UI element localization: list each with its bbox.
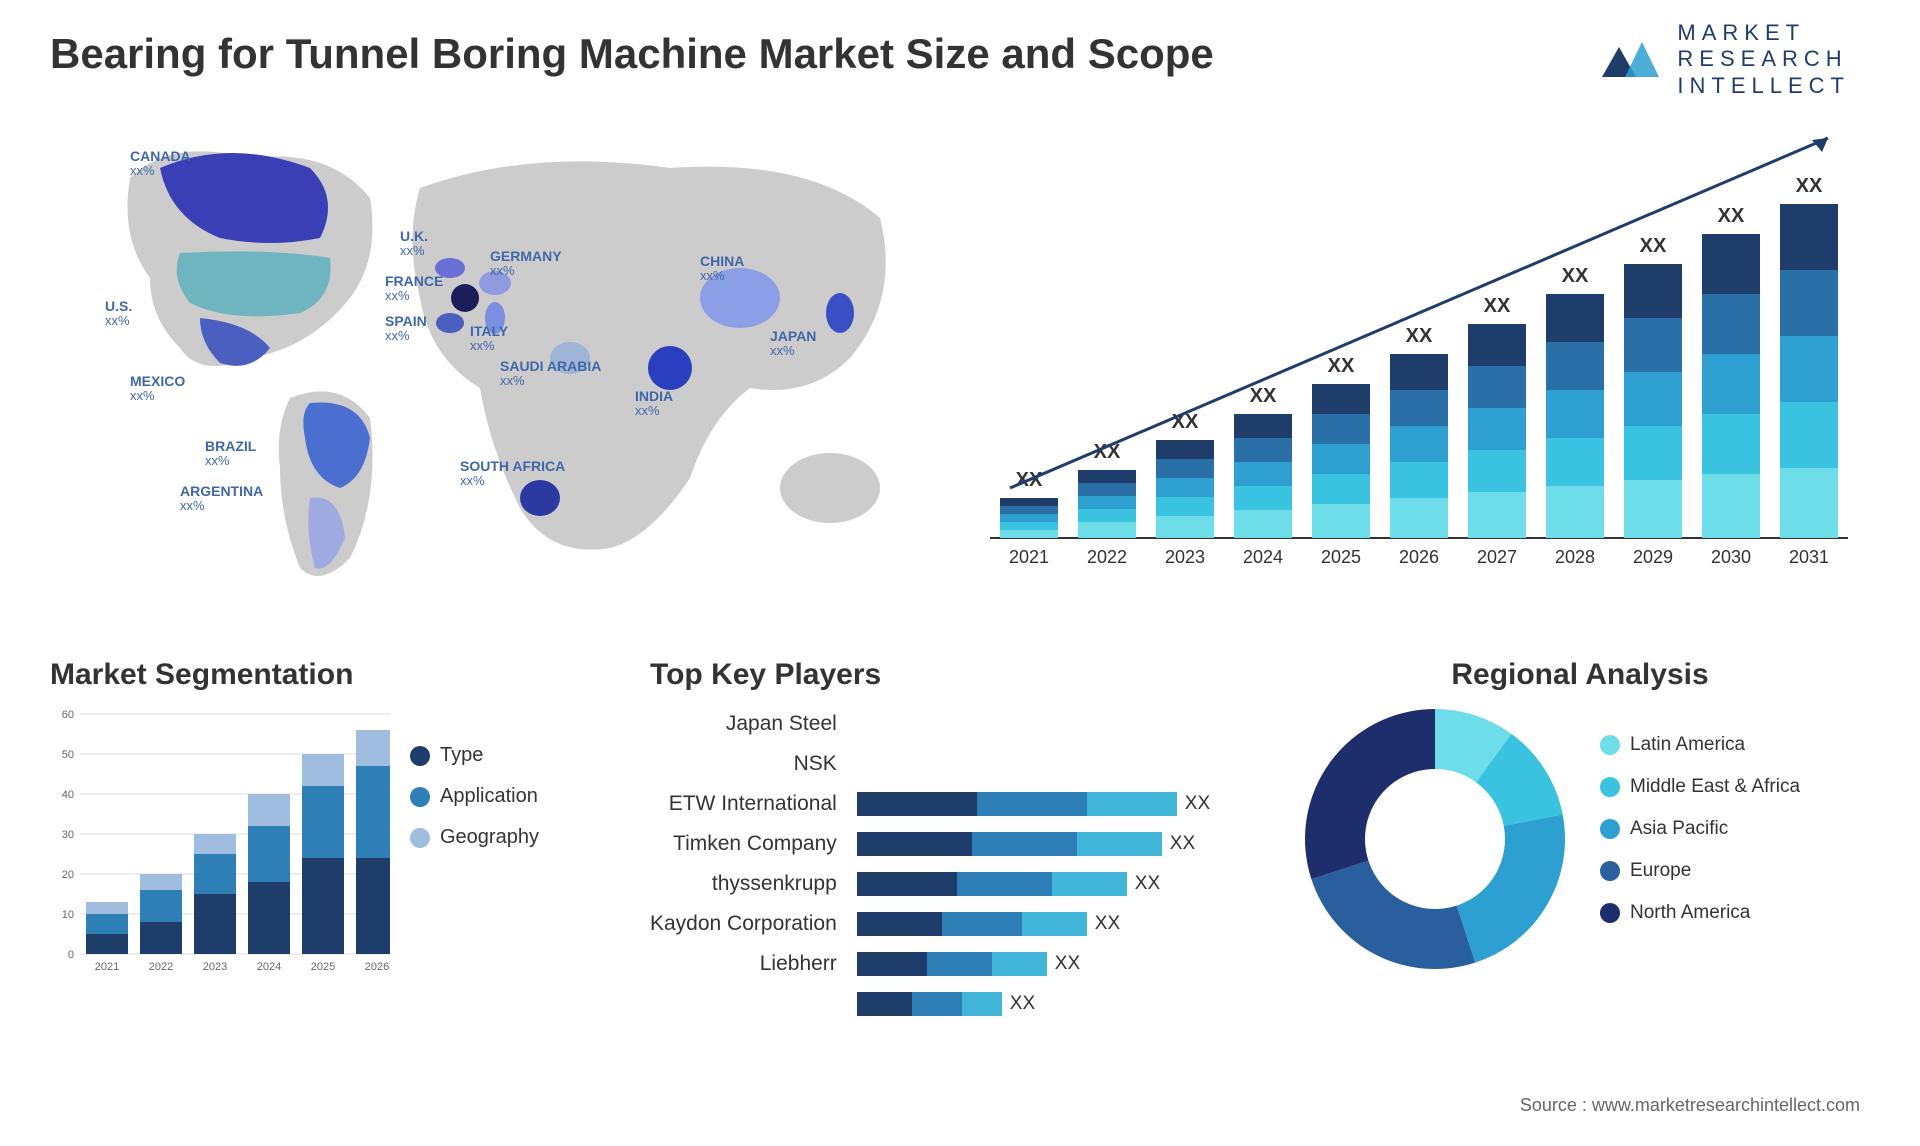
donut-svg: [1300, 704, 1570, 974]
svg-text:2027: 2027: [1477, 547, 1517, 567]
map-label: FRANCExx%: [385, 273, 443, 304]
legend-item: North America: [1600, 902, 1800, 924]
svg-text:30: 30: [62, 829, 74, 841]
svg-text:60: 60: [62, 709, 74, 721]
map-label: MEXICOxx%: [130, 373, 185, 404]
players-labels: Japan SteelNSKETW InternationalTimken Co…: [650, 704, 837, 1024]
logo-text: MARKET RESEARCH INTELLECT: [1677, 20, 1850, 99]
player-label: ETW International: [650, 784, 837, 824]
map-label: JAPANxx%: [770, 328, 816, 359]
player-row: [857, 744, 1260, 784]
map-label: SOUTH AFRICAxx%: [460, 458, 565, 489]
map-label: ITALYxx%: [470, 323, 508, 354]
legend-item: Middle East & Africa: [1600, 776, 1800, 798]
player-label: Kaydon Corporation: [650, 904, 837, 944]
players-body: Japan SteelNSKETW InternationalTimken Co…: [650, 704, 1260, 1024]
svg-text:2026: 2026: [1399, 547, 1439, 567]
svg-text:2028: 2028: [1555, 547, 1595, 567]
player-label: Timken Company: [650, 824, 837, 864]
logo-icon: [1597, 32, 1667, 87]
mainbar-svg: 2021 XX 2022 XX 2023 XX 2024 XX 2025 XX 2026 XX 2027…: [970, 98, 1850, 598]
svg-text:XX: XX: [1718, 205, 1745, 227]
svg-text:2023: 2023: [203, 961, 227, 973]
map-label: U.S.xx%: [105, 298, 132, 329]
svg-text:2029: 2029: [1633, 547, 1673, 567]
player-row: XX: [857, 904, 1260, 944]
main-bar-chart: 2021 XX 2022 XX 2023 XX 2024 XX 2025 XX 2026 XX 2027…: [970, 98, 1850, 598]
svg-text:XX: XX: [1406, 325, 1433, 347]
svg-text:2021: 2021: [95, 961, 119, 973]
player-row: XX: [857, 984, 1260, 1024]
top-row: CANADAxx% U.S.xx% MEXICOxx% BRAZILxx% ARGENT…: [50, 98, 1870, 598]
map-label: CANADAxx%: [130, 148, 191, 179]
map-label: BRAZILxx%: [205, 438, 256, 469]
player-row: XX: [857, 864, 1260, 904]
svg-text:2025: 2025: [311, 961, 335, 973]
svg-text:2024: 2024: [1243, 547, 1283, 567]
world-map: CANADAxx% U.S.xx% MEXICOxx% BRAZILxx% ARGENT…: [50, 98, 930, 598]
segmentation-body: 0 10 20 30 40 50 60 2021 2022 2023 2024 2025 2026 Ty…: [50, 704, 610, 1004]
player-row: XX: [857, 824, 1260, 864]
svg-text:2022: 2022: [1087, 547, 1127, 567]
map-label: U.K.xx%: [400, 228, 428, 259]
svg-text:2022: 2022: [149, 961, 173, 973]
players-section: Top Key Players Japan SteelNSKETW Intern…: [650, 658, 1260, 1024]
regional-legend: Latin America Middle East & Africa Asia Pa…: [1600, 734, 1800, 944]
svg-text:10: 10: [62, 909, 74, 921]
svg-text:2030: 2030: [1711, 547, 1751, 567]
svg-text:20: 20: [62, 869, 74, 881]
map-label: SAUDI ARABIAxx%: [500, 358, 601, 389]
svg-text:2026: 2026: [365, 961, 389, 973]
logo-line1: MARKET: [1677, 20, 1850, 46]
player-row: XX: [857, 944, 1260, 984]
segmentation-section: Market Segmentation 0 10 20 30 40 50 60 2021 202…: [50, 658, 610, 1024]
svg-text:XX: XX: [1640, 235, 1667, 257]
regional-section: Regional Analysis Latin America Middle Ea…: [1300, 658, 1860, 1024]
source-text: Source : www.marketresearchintellect.com: [1520, 1095, 1860, 1116]
svg-text:XX: XX: [1484, 295, 1511, 317]
legend-item: Application: [410, 785, 539, 808]
svg-text:XX: XX: [1250, 385, 1277, 407]
bottom-row: Market Segmentation 0 10 20 30 40 50 60 2021 202…: [50, 658, 1870, 1024]
svg-text:50: 50: [62, 749, 74, 761]
player-row: XX: [857, 784, 1260, 824]
legend-item: Type: [410, 744, 539, 767]
seg-svg: 0 10 20 30 40 50 60 2021 2022 2023 2024 2025 2026: [50, 704, 390, 1004]
logo-line2: RESEARCH: [1677, 46, 1850, 72]
svg-text:2031: 2031: [1789, 547, 1829, 567]
regional-body: Latin America Middle East & Africa Asia Pa…: [1300, 704, 1860, 974]
map-label: GERMANYxx%: [490, 248, 562, 279]
map-label: CHINAxx%: [700, 253, 744, 284]
svg-text:XX: XX: [1796, 175, 1823, 197]
players-title: Top Key Players: [650, 658, 1260, 692]
legend-item: Europe: [1600, 860, 1800, 882]
segmentation-legend: Type Application Geography: [410, 704, 539, 1004]
svg-text:2021: 2021: [1009, 547, 1049, 567]
map-label: SPAINxx%: [385, 313, 427, 344]
donut-chart: [1300, 704, 1570, 974]
svg-text:XX: XX: [1328, 355, 1355, 377]
svg-text:2023: 2023: [1165, 547, 1205, 567]
map-label: ARGENTINAxx%: [180, 483, 263, 514]
legend-item: Geography: [410, 826, 539, 849]
segmentation-title: Market Segmentation: [50, 658, 610, 692]
svg-text:0: 0: [68, 949, 74, 961]
logo-line3: INTELLECT: [1677, 73, 1850, 99]
svg-text:2024: 2024: [257, 961, 281, 973]
svg-text:XX: XX: [1562, 265, 1589, 287]
regional-title: Regional Analysis: [1300, 658, 1860, 692]
player-label: NSK: [650, 744, 837, 784]
player-label: Japan Steel: [650, 704, 837, 744]
segmentation-chart: 0 10 20 30 40 50 60 2021 2022 2023 2024 2025 2026: [50, 704, 390, 1004]
map-label: INDIAxx%: [635, 388, 673, 419]
player-label: thyssenkrupp: [650, 864, 837, 904]
players-bars: XXXXXXXXXXXX: [857, 704, 1260, 1024]
svg-text:2025: 2025: [1321, 547, 1361, 567]
player-label: Liebherr: [650, 944, 837, 984]
svg-text:40: 40: [62, 789, 74, 801]
legend-item: Latin America: [1600, 734, 1800, 756]
logo: MARKET RESEARCH INTELLECT: [1597, 20, 1850, 99]
legend-item: Asia Pacific: [1600, 818, 1800, 840]
